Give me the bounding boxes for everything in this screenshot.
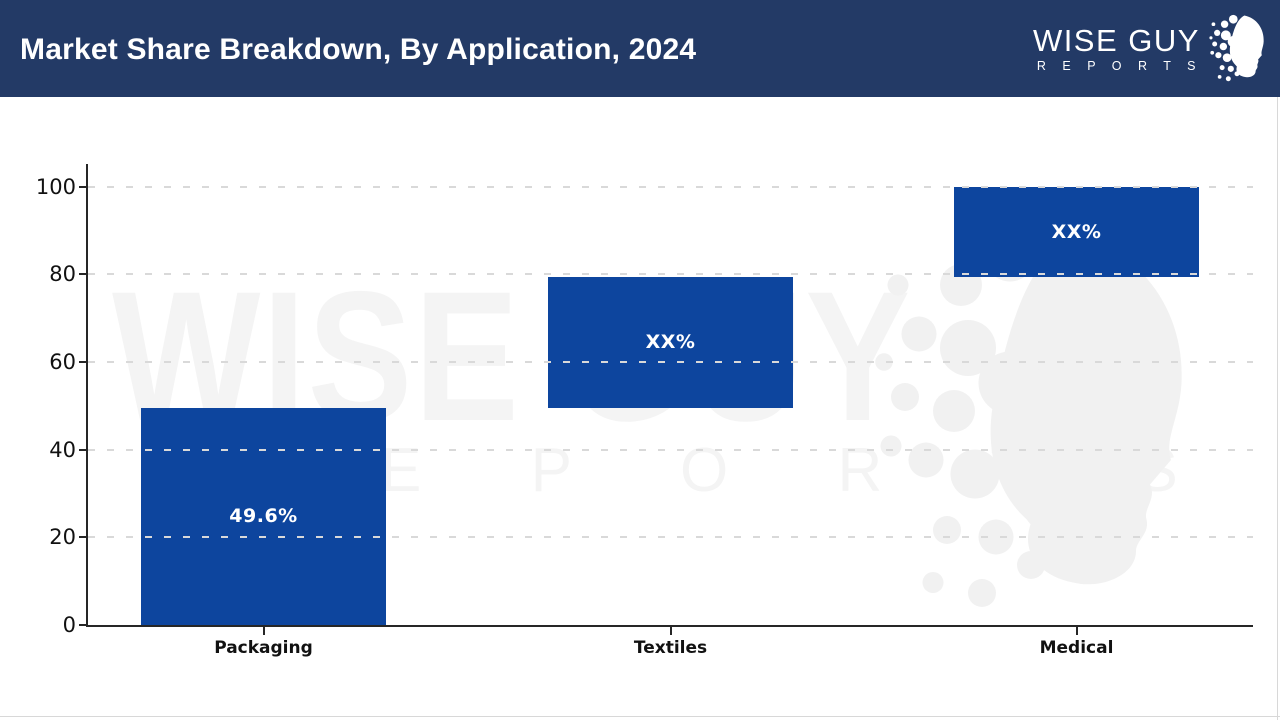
bar-value-label: 49.6%	[229, 505, 298, 528]
x-category-label-textiles: Textiles	[633, 638, 708, 658]
y-tick-label-40: 40	[49, 437, 76, 462]
y-tick-20	[79, 536, 86, 539]
bar-value-label: XX%	[1051, 220, 1102, 243]
y-tick-100	[79, 185, 86, 188]
wise-guy-reports-logo: WISE GUY R E P O R T S	[1031, 9, 1268, 89]
logo-wordmark-line2: R E P O R T S	[1036, 59, 1202, 74]
bar-value-label: XX%	[645, 331, 696, 354]
bar-textiles: XX%	[548, 276, 793, 408]
gridline-40	[88, 448, 1253, 451]
y-tick-label-0: 0	[62, 613, 76, 637]
y-axis-line	[86, 164, 88, 627]
chart-title: Market Share Breakdown, By Application, …	[20, 33, 697, 66]
y-tick-label-60: 60	[49, 349, 76, 374]
y-tick-0	[79, 624, 86, 626]
header-bar: Market Share Breakdown, By Application, …	[0, 0, 1280, 97]
x-category-label-packaging: Packaging	[214, 638, 313, 658]
gridline-60	[88, 360, 1253, 363]
x-category-label-medical: Medical	[1039, 638, 1114, 658]
y-tick-label-100: 100	[35, 174, 76, 199]
gridline-100	[88, 185, 1253, 188]
x-axis-line	[86, 625, 1253, 627]
right-border	[1277, 97, 1278, 720]
gridline-80	[88, 273, 1253, 276]
y-tick-80	[79, 273, 86, 276]
bar-packaging: 49.6%	[141, 407, 386, 625]
gridline-20	[88, 536, 1253, 539]
logo-wordmark-line1: WISE GUY	[1032, 23, 1200, 59]
y-tick-40	[79, 448, 86, 451]
y-tick-label-20: 20	[49, 525, 76, 550]
x-tick-medical	[1075, 627, 1078, 635]
y-tick-60	[79, 360, 86, 363]
bar-medical: XX%	[954, 186, 1199, 277]
x-tick-packaging	[262, 627, 265, 635]
y-tick-label-80: 80	[49, 262, 76, 287]
x-tick-textiles	[669, 627, 672, 635]
bottom-border	[0, 716, 1280, 717]
logo-wordmark: WISE GUY R E P O R T S	[1031, 25, 1202, 73]
